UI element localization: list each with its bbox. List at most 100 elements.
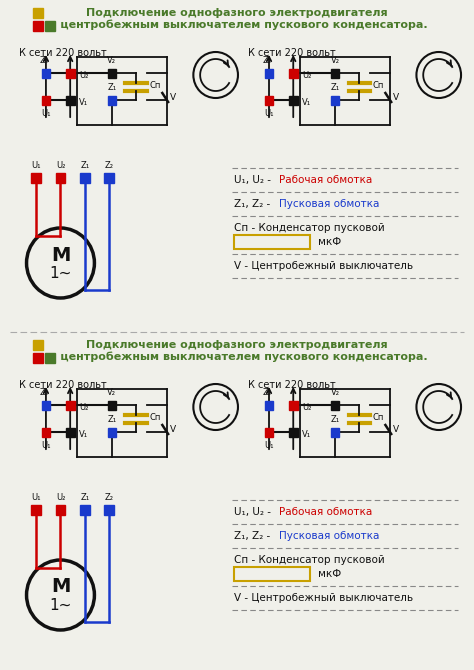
- Text: К сети 220 вольт: К сети 220 вольт: [19, 380, 107, 390]
- Bar: [33, 353, 43, 363]
- Text: U₂: U₂: [79, 403, 88, 411]
- Text: Подключение однофазного электродвигателя: Подключение однофазного электродвигателя: [86, 8, 388, 18]
- Text: V₁: V₁: [302, 98, 311, 107]
- Text: M: M: [51, 578, 70, 596]
- Bar: [264, 96, 273, 105]
- Text: К сети 220 вольт: К сети 220 вольт: [248, 380, 336, 390]
- Text: с центробежным выключателем пускового конденсатора.: с центробежным выключателем пускового ко…: [46, 19, 428, 30]
- Bar: [42, 68, 50, 78]
- Text: U₁: U₁: [31, 493, 41, 502]
- Text: Z₂: Z₂: [263, 388, 272, 397]
- Bar: [289, 96, 298, 105]
- Text: V₂: V₂: [330, 388, 339, 397]
- Text: V: V: [393, 92, 399, 101]
- Bar: [45, 353, 55, 363]
- Text: V: V: [170, 92, 176, 101]
- Text: V₁: V₁: [302, 429, 311, 438]
- Text: Z₂: Z₂: [104, 161, 113, 170]
- Text: Z₁: Z₁: [330, 83, 339, 92]
- Bar: [330, 68, 339, 78]
- Text: Cп: Cп: [373, 413, 384, 421]
- Bar: [289, 68, 298, 78]
- Text: V: V: [170, 425, 176, 433]
- Text: К сети 220 вольт: К сети 220 вольт: [248, 48, 336, 58]
- Text: Z₁, Z₂ -: Z₁, Z₂ -: [234, 531, 273, 541]
- Text: Пусковая обмотка: Пусковая обмотка: [279, 199, 379, 209]
- Text: с центробежным выключателем пускового конденсатора.: с центробежным выключателем пускового ко…: [46, 352, 428, 362]
- Bar: [42, 401, 50, 409]
- Text: Cп: Cп: [373, 80, 384, 90]
- Text: U₁: U₁: [264, 109, 274, 118]
- Text: Z₁, Z₂ -: Z₁, Z₂ -: [234, 199, 273, 209]
- Bar: [80, 173, 90, 183]
- Text: мкФ: мкФ: [318, 569, 341, 579]
- Text: U₁: U₁: [264, 441, 274, 450]
- Bar: [33, 21, 43, 31]
- Bar: [108, 427, 116, 436]
- Text: 1~: 1~: [49, 598, 72, 612]
- Bar: [66, 68, 74, 78]
- Text: Cп: Cп: [150, 413, 161, 421]
- Text: Z₁: Z₁: [80, 161, 89, 170]
- Text: V₂: V₂: [108, 388, 117, 397]
- Text: мкФ: мкФ: [318, 237, 341, 247]
- Bar: [289, 427, 298, 436]
- Bar: [42, 427, 50, 436]
- Text: U₁, U₂ -: U₁, U₂ -: [234, 507, 274, 517]
- Bar: [31, 173, 41, 183]
- Text: U₂: U₂: [56, 493, 65, 502]
- Bar: [45, 21, 55, 31]
- Bar: [289, 401, 298, 409]
- Text: Z₁: Z₁: [107, 415, 117, 424]
- Text: U₁: U₁: [31, 161, 41, 170]
- Bar: [330, 427, 339, 436]
- Text: V₂: V₂: [330, 56, 339, 65]
- Bar: [104, 173, 114, 183]
- Bar: [66, 401, 74, 409]
- Text: Z₂: Z₂: [104, 493, 113, 502]
- Text: U₁, U₂ -: U₁, U₂ -: [234, 175, 274, 185]
- Text: M: M: [51, 245, 70, 265]
- Bar: [264, 427, 273, 436]
- Bar: [80, 505, 90, 515]
- Bar: [108, 68, 116, 78]
- Bar: [33, 340, 43, 350]
- Text: 1~: 1~: [49, 265, 72, 281]
- Text: U₂: U₂: [302, 70, 311, 80]
- Bar: [264, 401, 273, 409]
- Bar: [55, 505, 65, 515]
- Text: Z₂: Z₂: [39, 56, 48, 65]
- Text: Сп - Конденсатор пусковой: Сп - Конденсатор пусковой: [234, 555, 385, 565]
- Bar: [108, 96, 116, 105]
- Text: Cп: Cп: [150, 80, 161, 90]
- Text: Z₁: Z₁: [80, 493, 89, 502]
- Text: V₁: V₁: [79, 98, 88, 107]
- Text: Пусковая обмотка: Пусковая обмотка: [279, 531, 379, 541]
- Text: U₁: U₁: [41, 441, 51, 450]
- Bar: [264, 68, 273, 78]
- Bar: [330, 401, 339, 409]
- Text: U₁: U₁: [41, 109, 51, 118]
- Text: Z₁: Z₁: [107, 83, 117, 92]
- Text: Подключение однофазного электродвигателя: Подключение однофазного электродвигателя: [86, 340, 388, 350]
- Bar: [104, 505, 114, 515]
- Bar: [234, 567, 310, 581]
- Text: К сети 220 вольт: К сети 220 вольт: [19, 48, 107, 58]
- Text: U₂: U₂: [56, 161, 65, 170]
- Bar: [33, 8, 43, 18]
- Text: U₂: U₂: [302, 403, 311, 411]
- Bar: [330, 96, 339, 105]
- Text: V₁: V₁: [79, 429, 88, 438]
- Text: Рабочая обмотка: Рабочая обмотка: [279, 507, 372, 517]
- Text: V - Центробежный выключатель: V - Центробежный выключатель: [234, 593, 413, 603]
- Bar: [108, 401, 116, 409]
- Text: V₂: V₂: [108, 56, 117, 65]
- Bar: [234, 235, 310, 249]
- Bar: [66, 96, 74, 105]
- Text: U₂: U₂: [79, 70, 88, 80]
- Text: Сп - Конденсатор пусковой: Сп - Конденсатор пусковой: [234, 223, 385, 233]
- Text: Z₁: Z₁: [330, 415, 339, 424]
- Text: V: V: [393, 425, 399, 433]
- Text: Z₂: Z₂: [263, 56, 272, 65]
- Bar: [31, 505, 41, 515]
